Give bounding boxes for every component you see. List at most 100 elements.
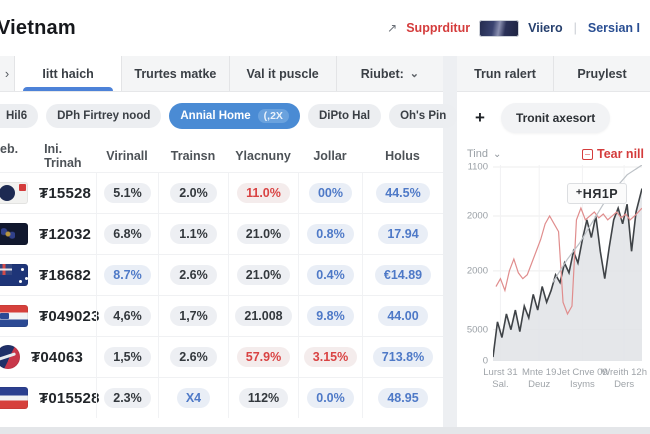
value-pill: 21.0% bbox=[236, 224, 291, 244]
value-cell: 1,5% bbox=[96, 337, 158, 377]
value-cell: 48.95 bbox=[362, 378, 443, 418]
flag-badge bbox=[479, 19, 520, 37]
value-pill: 112% bbox=[238, 388, 289, 408]
value-cell: 1.1% bbox=[158, 214, 228, 254]
series-primary-index bbox=[493, 189, 642, 358]
tab-iitt-haich[interactable]: Iitt haich bbox=[15, 56, 123, 91]
value-cell: 9.8% bbox=[298, 296, 362, 336]
x-tick-line1: Jet Cnve 09 bbox=[557, 367, 608, 378]
page-header: Vietnam ↗ Supprditur Viiero | Sersian I bbox=[0, 0, 650, 56]
y-tick-label: 1100 bbox=[467, 161, 488, 173]
chip-dipto-hal[interactable]: DiPto Hal bbox=[307, 104, 382, 128]
value-cell: 2.6% bbox=[158, 255, 228, 295]
value-pill: 0.4% bbox=[307, 265, 354, 285]
value-cell: 57.9% bbox=[228, 337, 298, 377]
value-cell: 6.8% bbox=[96, 214, 158, 254]
tab-trun-ralert[interactable]: Trun ralert bbox=[457, 56, 554, 91]
chip-label: DiPto Hal bbox=[318, 110, 371, 122]
name-cell: ₮04063 bbox=[0, 345, 96, 369]
main-panels: › Iitt haich Trurtes matke Val it puscle Ri… bbox=[0, 56, 650, 427]
x-tick-label: Jet Cnve 09 Isyms bbox=[557, 367, 608, 392]
name-cell: ₮049023 bbox=[0, 305, 99, 327]
table-header-row: eb. Ini. Trinah Virinall Trainsn Ylacnuny J… bbox=[0, 140, 443, 172]
value-cell: 713.8% bbox=[362, 337, 443, 377]
nav-link-sersian[interactable]: Sersian I bbox=[587, 21, 640, 35]
chevron-down-icon: ⌄ bbox=[493, 148, 502, 160]
value-cell: X4 bbox=[158, 378, 228, 418]
tab-val-it-puscle[interactable]: Val it puscle bbox=[230, 56, 337, 91]
tab-riubet[interactable]: Riubet: ⌄ bbox=[337, 56, 443, 91]
table-row[interactable]: ₮015528 2.3% X4 112% 0.0% 48.95 bbox=[0, 377, 443, 418]
name-cell: ₮18682 bbox=[0, 264, 96, 286]
left-tabbar: › Iitt haich Trurtes matke Val it puscle Ri… bbox=[0, 56, 443, 92]
instrument-code: ₮15528 bbox=[39, 184, 92, 202]
filter-chips: Hil6 DPh Firtrey nood Annial Home (,2X DiPto… bbox=[0, 92, 554, 140]
alert-link-label: Tear nill bbox=[596, 147, 644, 161]
tab-label: Riubet: bbox=[360, 66, 404, 81]
flag-navy-jack-icon bbox=[0, 264, 28, 286]
table-row[interactable]: ₮18682 8.7% 2.6% 21.0% 0.4% €14.89 bbox=[0, 254, 443, 295]
table-row[interactable]: ₮12032 6.8% 1.1% 21.0% 0.8% 17.94 bbox=[0, 213, 443, 254]
nav-link-supprditur[interactable]: Supprditur bbox=[406, 21, 471, 35]
value-pill: 2.3% bbox=[104, 388, 151, 408]
value-pill: 9.8% bbox=[307, 306, 354, 326]
flag-tricolor-emblem-icon bbox=[0, 305, 28, 327]
table-row[interactable]: ₮049023 4,6% 1,7% 21.008 9.8% 44.00 bbox=[0, 295, 443, 336]
nav-link-viiero[interactable]: Viiero bbox=[528, 21, 563, 35]
flag-stripes-icon bbox=[0, 387, 28, 409]
value-cell: 5.1% bbox=[96, 173, 158, 213]
alert-icon bbox=[581, 148, 593, 160]
col-header-ini-trinah: Ini. Trinah bbox=[44, 142, 82, 170]
value-cell: 0.4% bbox=[298, 255, 362, 295]
chip-dph-firtrey-nood[interactable]: DPh Firtrey nood bbox=[46, 104, 162, 128]
tab-label: Pruylest bbox=[577, 66, 627, 81]
col-header-jollar: Jollar bbox=[313, 149, 347, 163]
name-cell: ₮015528 bbox=[0, 387, 99, 409]
back-arrow-icon[interactable]: › bbox=[0, 56, 15, 91]
x-tick-line2: Deuz bbox=[528, 379, 551, 391]
active-tab-underline bbox=[23, 87, 114, 91]
chip-label: Hil6 bbox=[6, 110, 28, 122]
chip-hil6[interactable]: Hil6 bbox=[0, 104, 39, 128]
x-tick-line1: Lurst 31 bbox=[483, 367, 518, 378]
chip-label: DPh Firtrey nood bbox=[57, 110, 151, 122]
chart-actions: + Tronit axesort bbox=[457, 92, 650, 139]
name-column-header: eb. Ini. Trinah bbox=[0, 142, 96, 170]
value-pill: 00% bbox=[308, 183, 353, 203]
tab-trurtes-matke[interactable]: Trurtes matke bbox=[122, 56, 230, 91]
value-pill: 5.1% bbox=[104, 183, 151, 203]
flag-round-dot-icon bbox=[0, 182, 28, 204]
table-body: ₮15528 5.1% 2.0% 11.0% 00% 44.5% ₮12032 6.8% 1.1… bbox=[0, 172, 443, 427]
value-pill: 0.8% bbox=[307, 224, 354, 244]
value-cell: 44.5% bbox=[362, 173, 443, 213]
col-header-ylacnuny: Ylacnuny bbox=[235, 149, 291, 163]
y-tick-label: 2000 bbox=[466, 210, 488, 222]
add-button[interactable]: + bbox=[475, 108, 485, 127]
value-cell: 21.0% bbox=[228, 214, 298, 254]
chip-oh-s-pin[interactable]: Oh's Pin bbox=[389, 104, 458, 128]
right-tabbar: Trun ralert Pruylest bbox=[457, 56, 650, 92]
value-pill: €14.89 bbox=[374, 265, 432, 285]
report-button[interactable]: Tronit axesort bbox=[500, 103, 611, 133]
flag-dark-emblem-icon bbox=[0, 223, 28, 245]
value-cell: 2.6% bbox=[158, 337, 228, 377]
header-nav: ↗ Supprditur Viiero | Sersian I bbox=[387, 19, 640, 37]
value-cell: 0.8% bbox=[298, 214, 362, 254]
time-filter-dropdown[interactable]: Tind ⌄ bbox=[467, 148, 501, 160]
alert-link[interactable]: Tear nill bbox=[581, 147, 644, 161]
y-tick-label: 2000 bbox=[466, 265, 488, 277]
y-tick-label: 0 bbox=[482, 355, 488, 367]
flag-round-taegukgi-icon bbox=[0, 345, 20, 369]
value-cell: 8.7% bbox=[96, 255, 158, 295]
value-pill: 0.0% bbox=[307, 388, 354, 408]
instrument-code: ₮12032 bbox=[39, 225, 92, 243]
chip-annial-home[interactable]: Annial Home (,2X bbox=[169, 103, 300, 129]
value-cell: €14.89 bbox=[362, 255, 443, 295]
table-row[interactable]: ₮04063 1,5% 2.6% 57.9% 3.15% 713.8% bbox=[0, 336, 443, 377]
col-header-holus: Holus bbox=[385, 149, 420, 163]
tab-label: Trurtes matke bbox=[134, 66, 217, 81]
instrument-code: ₮015528 bbox=[39, 389, 100, 407]
table-row[interactable]: ₮15528 5.1% 2.0% 11.0% 00% 44.5% bbox=[0, 172, 443, 213]
tab-pruylest[interactable]: Pruylest bbox=[554, 56, 650, 91]
value-pill: 48.95 bbox=[378, 388, 428, 408]
